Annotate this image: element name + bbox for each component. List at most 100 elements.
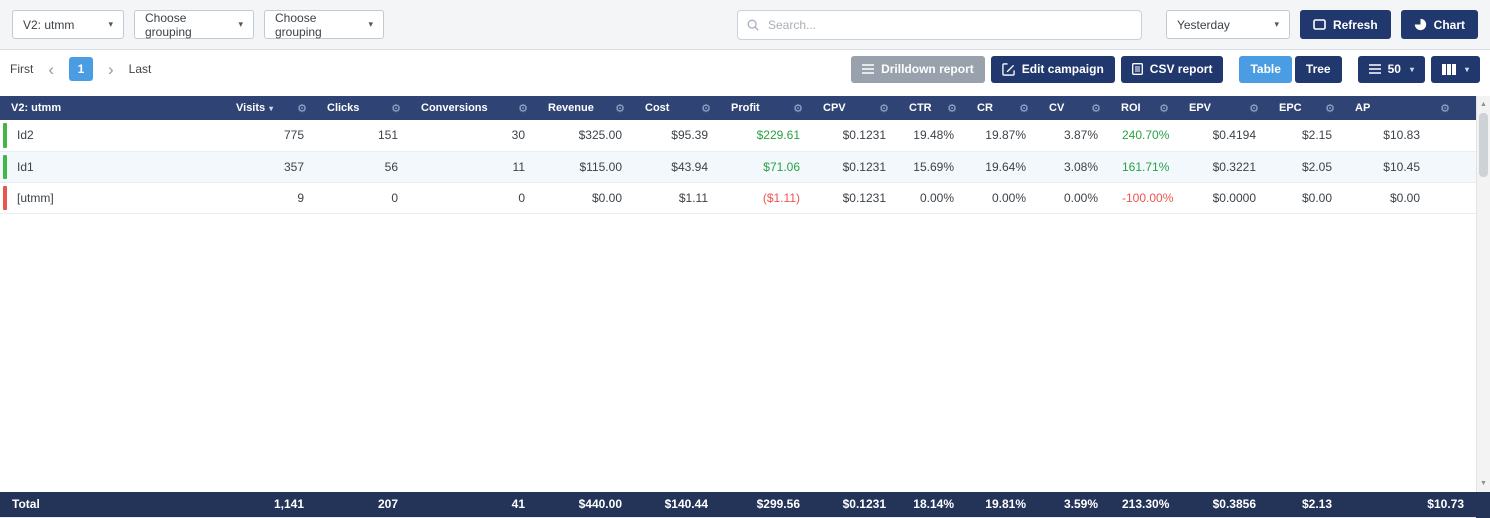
column-gear-icon[interactable]: ⚙ xyxy=(701,102,711,115)
column-gear-icon[interactable]: ⚙ xyxy=(1440,102,1450,115)
edit-campaign-button[interactable]: Edit campaign xyxy=(990,55,1115,83)
grouping-dropdown-1[interactable]: Choose grouping ▾ xyxy=(134,10,254,39)
cell-revenue: $115.00 xyxy=(537,151,634,183)
cell-epv: $0.4194 xyxy=(1178,120,1268,152)
column-header-cpv[interactable]: CPV ⚙ xyxy=(812,96,898,120)
pagination-first[interactable]: First xyxy=(10,62,34,76)
cell-cost: $95.39 xyxy=(634,120,720,152)
column-header-conversions[interactable]: Conversions ⚙ xyxy=(410,96,537,120)
table-row[interactable]: Id1 357 56 11 $115.00 $43.94 $71.06 $0.1… xyxy=(0,151,1476,183)
chevron-left-icon[interactable]: ‹ xyxy=(48,59,54,79)
controls-right-group: Drilldown report Edit campaign CSV repor… xyxy=(851,55,1480,83)
column-gear-icon[interactable]: ⚙ xyxy=(879,102,889,115)
cell-roi: 240.70% xyxy=(1110,120,1178,152)
chevron-down-icon: ▾ xyxy=(1409,64,1414,74)
cell-profit: $229.61 xyxy=(720,120,812,152)
table-row[interactable]: [utmm] 9 0 0 $0.00 $1.11 ($1.11) $0.1231… xyxy=(0,182,1476,214)
cell-epc: $2.15 xyxy=(1268,120,1344,152)
cell-ap: $10.45 xyxy=(1344,151,1476,183)
totals-row: Total 1,141 207 41 $440.00 $140.44 $299.… xyxy=(0,491,1490,518)
column-gear-icon[interactable]: ⚙ xyxy=(1019,102,1029,115)
sort-desc-icon: ▾ xyxy=(269,103,274,113)
total-clicks: 207 xyxy=(316,491,410,518)
chevron-right-icon[interactable]: › xyxy=(108,59,114,79)
column-gear-icon[interactable]: ⚙ xyxy=(947,102,957,115)
column-header-epv[interactable]: EPV ⚙ xyxy=(1178,96,1268,120)
columns-icon xyxy=(1441,63,1456,75)
campaign-dropdown-value: V2: utmm xyxy=(23,17,75,32)
column-gear-icon[interactable]: ⚙ xyxy=(1325,102,1335,115)
cell-cpv: $0.1231 xyxy=(812,120,898,152)
total-visits: 1,141 xyxy=(225,491,316,518)
rows-per-page-dropdown[interactable]: 50 ▾ xyxy=(1357,55,1425,83)
column-gear-icon[interactable]: ⚙ xyxy=(1249,102,1259,115)
column-gear-icon[interactable]: ⚙ xyxy=(1159,102,1169,115)
pagination-last[interactable]: Last xyxy=(128,62,152,76)
cell-cv: 3.87% xyxy=(1038,120,1110,152)
column-gear-icon[interactable]: ⚙ xyxy=(391,102,401,115)
csv-report-button[interactable]: CSV report xyxy=(1120,55,1224,83)
date-range-dropdown[interactable]: Yesterday ▾ xyxy=(1165,10,1290,39)
csv-document-icon xyxy=(1131,63,1143,75)
campaign-dropdown[interactable]: V2: utmm ▾ xyxy=(12,10,124,39)
status-indicator-red xyxy=(3,185,7,210)
column-header-profit[interactable]: Profit ⚙ xyxy=(720,96,812,120)
cell-cv: 0.00% xyxy=(1038,182,1110,214)
date-range-value: Yesterday xyxy=(1176,17,1230,32)
cell-epc: $0.00 xyxy=(1268,182,1344,214)
column-header-visits[interactable]: Visits ▾ ⚙ xyxy=(225,96,316,120)
search-icon xyxy=(747,19,759,31)
cell-campaign-name[interactable]: Id1 xyxy=(0,151,225,183)
refresh-button[interactable]: Refresh xyxy=(1299,10,1391,39)
cell-cost: $43.94 xyxy=(634,151,720,183)
scrollbar-thumb[interactable] xyxy=(1479,113,1488,177)
cell-roi: -100.00% xyxy=(1110,182,1178,214)
column-header-cv[interactable]: CV ⚙ xyxy=(1038,96,1110,120)
cell-epv: $0.0000 xyxy=(1178,182,1268,214)
cell-clicks: 56 xyxy=(316,151,410,183)
column-header-epc[interactable]: EPC ⚙ xyxy=(1268,96,1344,120)
cell-revenue: $325.00 xyxy=(537,120,634,152)
pagination-current-page[interactable]: 1 xyxy=(69,57,93,81)
search-box xyxy=(736,9,1142,40)
column-selector-button[interactable]: ▾ xyxy=(1430,55,1480,83)
cell-epc: $2.05 xyxy=(1268,151,1344,183)
column-header-revenue[interactable]: Revenue ⚙ xyxy=(537,96,634,120)
column-header-name[interactable]: V2: utmm xyxy=(0,96,225,120)
total-profit: $299.56 xyxy=(720,491,812,518)
scroll-down-icon[interactable]: ▼ xyxy=(1480,480,1487,487)
column-header-cr[interactable]: CR ⚙ xyxy=(966,96,1038,120)
cell-epv: $0.3221 xyxy=(1178,151,1268,183)
tree-view-toggle[interactable]: Tree xyxy=(1294,55,1342,83)
cell-campaign-name[interactable]: [utmm] xyxy=(0,182,225,214)
chart-button[interactable]: Chart xyxy=(1400,10,1478,39)
grouping-dropdown-1-value: Choose grouping xyxy=(145,10,192,39)
cell-campaign-name[interactable]: Id2 xyxy=(0,120,225,152)
total-revenue: $440.00 xyxy=(537,491,634,518)
controls-row: First ‹ 1 › Last Drilldown report xyxy=(0,50,1490,88)
grouping-dropdown-2[interactable]: Choose grouping ▾ xyxy=(264,10,384,39)
table-view-toggle[interactable]: Table xyxy=(1239,55,1292,83)
chevron-down-icon: ▾ xyxy=(1464,64,1469,74)
cell-revenue: $0.00 xyxy=(537,182,634,214)
column-gear-icon[interactable]: ⚙ xyxy=(297,102,307,115)
column-header-clicks[interactable]: Clicks ⚙ xyxy=(316,96,410,120)
column-header-cost[interactable]: Cost ⚙ xyxy=(634,96,720,120)
total-epc: $2.13 xyxy=(1268,491,1344,518)
chevron-down-icon: ▾ xyxy=(1274,19,1279,29)
column-gear-icon[interactable]: ⚙ xyxy=(1091,102,1101,115)
column-gear-icon[interactable]: ⚙ xyxy=(615,102,625,115)
column-gear-icon[interactable]: ⚙ xyxy=(793,102,803,115)
cell-cpv: $0.1231 xyxy=(812,182,898,214)
search-input[interactable] xyxy=(736,9,1142,40)
column-header-roi[interactable]: ROI ⚙ xyxy=(1110,96,1178,120)
table-row[interactable]: Id2 775 151 30 $325.00 $95.39 $229.61 $0… xyxy=(0,120,1476,152)
column-header-ap[interactable]: AP ⚙ xyxy=(1344,96,1476,120)
column-gear-icon[interactable]: ⚙ xyxy=(518,102,528,115)
vertical-scrollbar[interactable]: ▲ ▼ xyxy=(1476,96,1490,492)
cell-cv: 3.08% xyxy=(1038,151,1110,183)
drilldown-report-button[interactable]: Drilldown report xyxy=(851,55,985,83)
scroll-up-icon[interactable]: ▲ xyxy=(1480,100,1487,108)
total-label: Total xyxy=(0,491,225,518)
column-header-ctr[interactable]: CTR ⚙ xyxy=(898,96,966,120)
